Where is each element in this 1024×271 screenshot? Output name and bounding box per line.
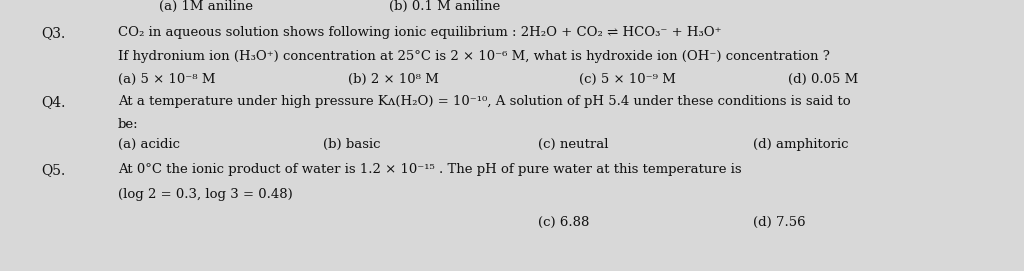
Text: (a) 1M aniline: (a) 1M aniline: [159, 0, 253, 13]
Text: (d) 0.05 M: (d) 0.05 M: [788, 73, 859, 86]
Text: At 0°C the ionic product of water is 1.2 × 10⁻¹⁵ . The pH of pure water at this : At 0°C the ionic product of water is 1.2…: [118, 163, 741, 176]
Text: (b) 2 × 10⁸ M: (b) 2 × 10⁸ M: [348, 73, 439, 86]
Text: be:: be:: [118, 118, 138, 131]
Text: (a) acidic: (a) acidic: [118, 138, 180, 151]
Text: (b) 0.1 M aniline: (b) 0.1 M aniline: [389, 0, 501, 13]
Text: (b) basic: (b) basic: [323, 138, 380, 151]
Text: (c) 6.88: (c) 6.88: [538, 216, 589, 229]
Text: Q3.: Q3.: [41, 26, 66, 40]
Text: (d) 7.56: (d) 7.56: [753, 216, 805, 229]
Text: (c) neutral: (c) neutral: [538, 138, 608, 151]
Text: If hydronium ion (H₃O⁺) concentration at 25°C is 2 × 10⁻⁶ M, what is hydroxide i: If hydronium ion (H₃O⁺) concentration at…: [118, 50, 829, 63]
Text: Q5.: Q5.: [41, 163, 66, 177]
Text: CO₂ in aqueous solution shows following ionic equilibrium : 2H₂O + CO₂ ⇌ HCO₃⁻ +: CO₂ in aqueous solution shows following …: [118, 26, 721, 39]
Text: (a) 5 × 10⁻⁸ M: (a) 5 × 10⁻⁸ M: [118, 73, 215, 86]
Text: Q4.: Q4.: [41, 95, 66, 109]
Text: (d) amphitoric: (d) amphitoric: [753, 138, 848, 151]
Text: At a temperature under high pressure Kᴧ(H₂O) = 10⁻¹⁰, A solution of pH 5.4 under: At a temperature under high pressure Kᴧ(…: [118, 95, 850, 108]
Text: (c) 5 × 10⁻⁹ M: (c) 5 × 10⁻⁹ M: [579, 73, 676, 86]
Text: (log 2 = 0.3, log 3 = 0.48): (log 2 = 0.3, log 3 = 0.48): [118, 188, 293, 201]
